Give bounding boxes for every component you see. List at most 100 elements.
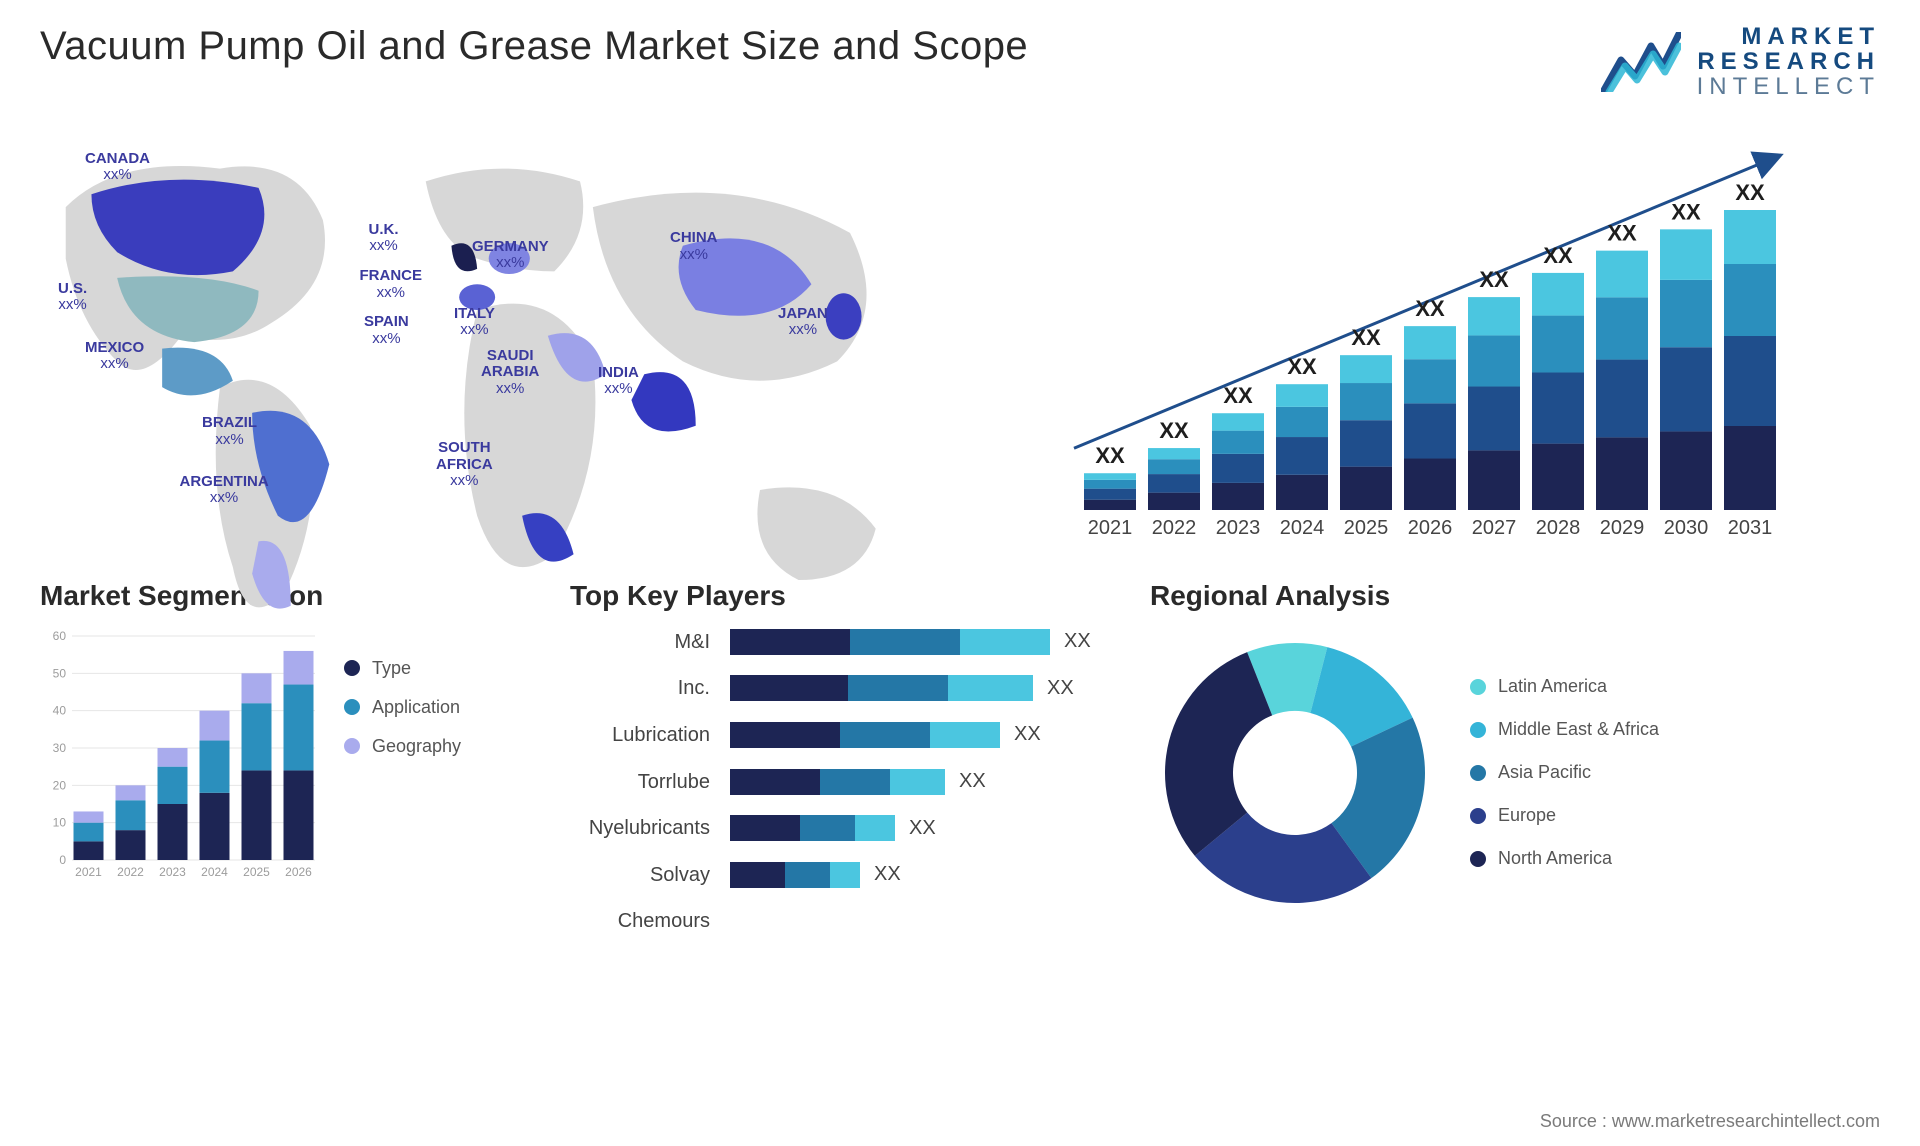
svg-text:60: 60 xyxy=(53,629,67,643)
map-country-label: U.K.xx% xyxy=(369,222,399,255)
svg-text:2021: 2021 xyxy=(1088,517,1133,539)
map-country-label: BRAZILxx% xyxy=(202,415,257,448)
legend-label: Europe xyxy=(1498,805,1556,826)
legend-label: Middle East & Africa xyxy=(1498,719,1659,740)
svg-text:XX: XX xyxy=(1287,354,1317,379)
player-bar-row: XX xyxy=(730,862,1120,888)
legend-swatch-icon xyxy=(1470,722,1486,738)
map-country-label: FRANCExx% xyxy=(360,268,423,301)
svg-text:XX: XX xyxy=(1351,325,1381,350)
svg-text:0: 0 xyxy=(59,853,66,867)
market-size-bar-chart: XX2021XX2022XX2023XX2024XX2025XX2026XX20… xyxy=(980,130,1880,550)
map-country-label: INDIAxx% xyxy=(598,365,639,398)
player-bar-segment xyxy=(848,675,948,701)
big-bar-column: XX2023 xyxy=(1212,383,1264,539)
map-country-label: ITALYxx% xyxy=(454,306,495,339)
world-map-icon xyxy=(40,130,940,670)
svg-text:30: 30 xyxy=(53,741,67,755)
map-country-label: U.S.xx% xyxy=(58,281,87,314)
big-bar-column: XX2027 xyxy=(1468,267,1520,539)
player-bar-segment xyxy=(960,629,1050,655)
legend-swatch-icon xyxy=(344,738,360,754)
map-country-label: SAUDIARABIAxx% xyxy=(481,348,539,398)
big-bar-column: XX2022 xyxy=(1148,418,1200,539)
svg-text:XX: XX xyxy=(1607,220,1637,245)
legend-swatch-icon xyxy=(1470,679,1486,695)
player-label: Solvay xyxy=(570,862,710,888)
big-bar-column: XX2028 xyxy=(1532,242,1584,538)
player-bar-segment xyxy=(820,769,890,795)
player-bar-segment xyxy=(840,722,930,748)
svg-text:2022: 2022 xyxy=(1152,517,1197,539)
big-bar-column: XX2024 xyxy=(1276,354,1328,539)
player-bar-segment xyxy=(730,675,848,701)
seg-bar-segment xyxy=(284,684,314,770)
player-bar xyxy=(730,862,860,888)
svg-text:XX: XX xyxy=(1223,383,1253,408)
regional-title: Regional Analysis xyxy=(1150,580,1880,612)
player-bar-row: XX xyxy=(730,769,1120,795)
big-bar-column: XX 2021 xyxy=(1084,443,1136,539)
player-bar-segment xyxy=(785,862,830,888)
player-bar xyxy=(730,769,945,795)
legend-item: Geography xyxy=(344,736,461,757)
svg-text:2026: 2026 xyxy=(1408,517,1453,539)
svg-text:2029: 2029 xyxy=(1600,517,1645,539)
legend-swatch-icon xyxy=(1470,765,1486,781)
svg-text:20: 20 xyxy=(53,778,67,792)
legend-item: Application xyxy=(344,697,461,718)
regional-legend: Latin AmericaMiddle East & AfricaAsia Pa… xyxy=(1470,676,1659,869)
legend-label: Application xyxy=(372,697,460,718)
svg-text:XX: XX xyxy=(1415,296,1445,321)
map-country-label: MEXICOxx% xyxy=(85,340,144,373)
seg-bar-segment xyxy=(116,830,146,860)
player-bar-segment xyxy=(930,722,1000,748)
player-label: Inc. xyxy=(570,675,710,701)
map-country-label: CANADAxx% xyxy=(85,151,150,184)
svg-text:XX: XX xyxy=(1671,199,1701,224)
page-title: Vacuum Pump Oil and Grease Market Size a… xyxy=(40,24,1028,69)
player-value-label: XX xyxy=(909,817,936,840)
segmentation-bar-chart: 0102030405060202120222023202420252026 xyxy=(40,628,320,888)
svg-text:2025: 2025 xyxy=(1344,517,1389,539)
logo-mark-icon xyxy=(1601,32,1681,92)
brand-logo: MARKET RESEARCH INTELLECT xyxy=(1601,24,1880,100)
player-label: Torrlube xyxy=(570,769,710,795)
seg-bar-segment xyxy=(200,792,230,859)
player-bar-row xyxy=(730,908,1120,934)
player-bar-segment xyxy=(730,769,820,795)
svg-text:2027: 2027 xyxy=(1472,517,1517,539)
seg-bar-segment xyxy=(200,710,230,740)
seg-bar-segment xyxy=(74,822,104,841)
seg-bar-segment xyxy=(158,804,188,860)
map-country-label: ARGENTINAxx% xyxy=(180,474,269,507)
player-bar-segment xyxy=(948,675,1033,701)
seg-bar-segment xyxy=(200,740,230,792)
player-label: Nyelubricants xyxy=(570,815,710,841)
map-country-label: JAPANxx% xyxy=(778,306,828,339)
seg-bar-segment xyxy=(116,785,146,800)
player-bar-segment xyxy=(890,769,945,795)
svg-text:2028: 2028 xyxy=(1536,517,1581,539)
legend-swatch-icon xyxy=(1470,851,1486,867)
regional-analysis-panel: Regional Analysis Latin AmericaMiddle Ea… xyxy=(1150,580,1880,936)
seg-bar-segment xyxy=(158,766,188,803)
player-bar xyxy=(730,722,1000,748)
map-country-label: GERMANYxx% xyxy=(472,239,549,272)
svg-text:XX: XX xyxy=(1095,443,1125,468)
player-bar-row: XX xyxy=(730,675,1120,701)
player-value-label: XX xyxy=(959,770,986,793)
player-bar-segment xyxy=(855,815,895,841)
big-bar-column: XX2031 xyxy=(1724,180,1776,539)
player-bar xyxy=(730,815,895,841)
legend-label: North America xyxy=(1498,848,1612,869)
svg-text:2031: 2031 xyxy=(1728,517,1773,539)
svg-text:50: 50 xyxy=(53,666,67,680)
legend-item: Middle East & Africa xyxy=(1470,719,1659,740)
seg-bar-segment xyxy=(74,811,104,822)
regional-donut-chart xyxy=(1150,628,1440,918)
svg-text:2025: 2025 xyxy=(243,865,270,879)
legend-label: Geography xyxy=(372,736,461,757)
svg-text:2030: 2030 xyxy=(1664,517,1709,539)
legend-swatch-icon xyxy=(344,699,360,715)
